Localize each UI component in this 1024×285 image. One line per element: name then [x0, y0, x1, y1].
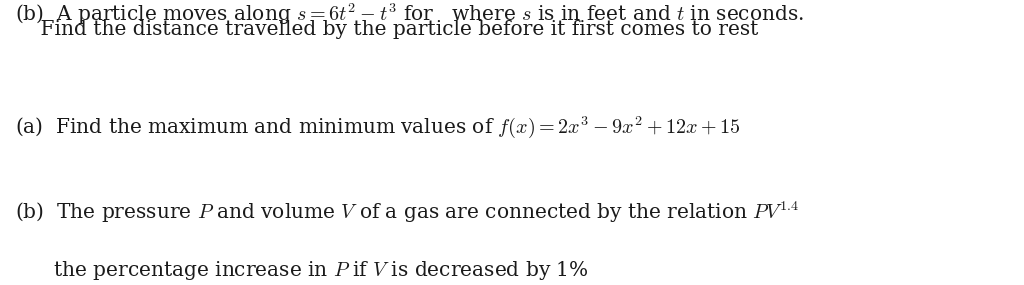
Text: (b)  A particle moves along $s = 6t^2 - t^3$ for   where $s$ is in feet and $t$ : (b) A particle moves along $s = 6t^2 - t…: [15, 1, 805, 27]
Text: (a)  Find the maximum and minimum values of $f(x) = 2x^3 - 9x^2 + 12x + 15$: (a) Find the maximum and minimum values …: [15, 114, 741, 140]
Text: Find the distance travelled by the particle before it first comes to rest: Find the distance travelled by the parti…: [15, 20, 759, 39]
Text: (b)  The pressure $P$ and volume $V$ of a gas are connected by the relation $PV^: (b) The pressure $P$ and volume $V$ of a…: [15, 200, 800, 225]
Text: the percentage increase in $P$ if $V$ is decreased by 1%: the percentage increase in $P$ if $V$ is…: [15, 259, 589, 282]
